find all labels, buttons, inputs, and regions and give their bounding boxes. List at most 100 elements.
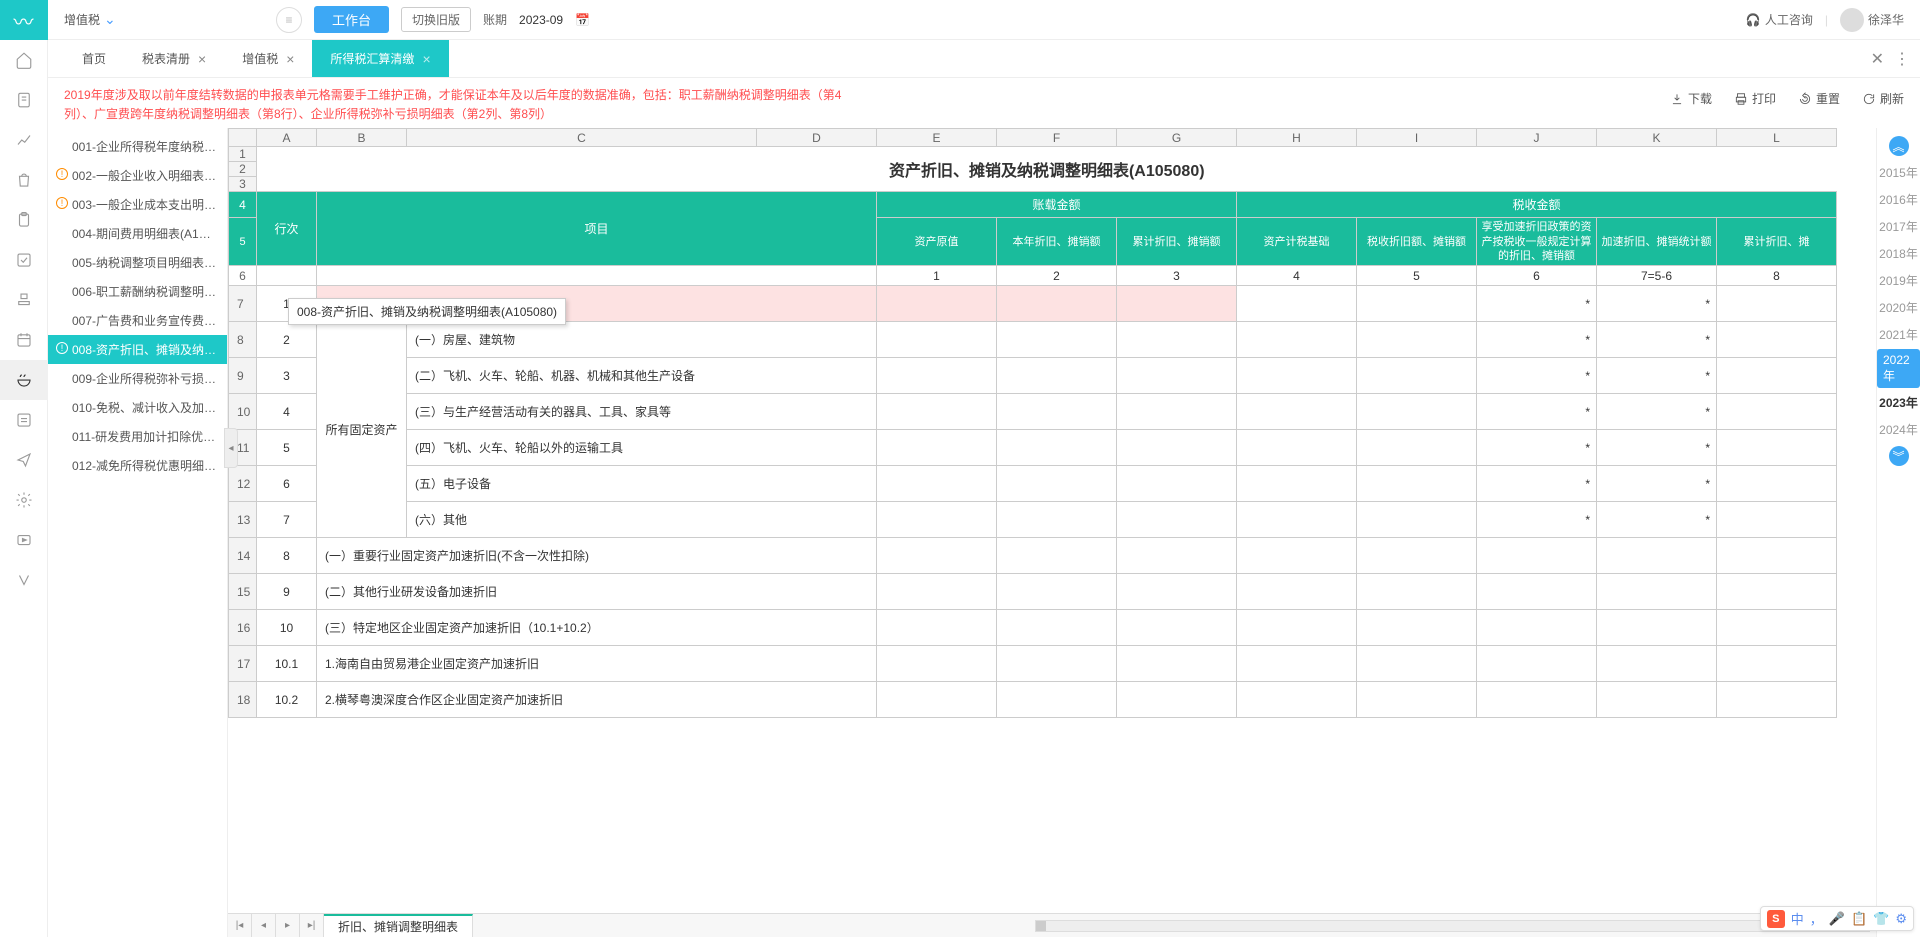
- cell[interactable]: [877, 466, 997, 502]
- ime-item[interactable]: 📋: [1851, 911, 1867, 927]
- cell[interactable]: *: [1597, 430, 1717, 466]
- tree-node[interactable]: 006-职工薪酬纳税调整明细...: [48, 277, 227, 306]
- cell[interactable]: [877, 394, 997, 430]
- cell[interactable]: 资产计税基础: [1237, 218, 1357, 266]
- tab-close-icon[interactable]: ×: [286, 51, 294, 67]
- cell[interactable]: [1357, 502, 1477, 538]
- cell[interactable]: [1717, 610, 1837, 646]
- cell[interactable]: 加速折旧、摊销统计额: [1597, 218, 1717, 266]
- cell[interactable]: *: [1477, 322, 1597, 358]
- year-item[interactable]: 2018年: [1877, 241, 1920, 266]
- cell[interactable]: (三）与生产经营活动有关的器具、工具、家具等: [407, 394, 877, 430]
- cell[interactable]: *: [1477, 358, 1597, 394]
- sheet-nav-first[interactable]: |◂: [228, 914, 252, 937]
- cell[interactable]: (三）特定地区企业固定资产加速折旧（10.1+10.2）: [317, 610, 877, 646]
- cell[interactable]: 5: [257, 430, 317, 466]
- cell[interactable]: [1477, 574, 1597, 610]
- cell[interactable]: (四）飞机、火车、轮船以外的运输工具: [407, 430, 877, 466]
- cell[interactable]: 4: [1237, 266, 1357, 286]
- tree-node[interactable]: !002-一般企业收入明细表(A1...: [48, 161, 227, 190]
- rail-clipboard-icon[interactable]: [0, 200, 48, 240]
- cell[interactable]: 2: [229, 162, 257, 177]
- rail-doc-icon[interactable]: [0, 80, 48, 120]
- cell[interactable]: 6: [257, 466, 317, 502]
- cell[interactable]: *: [1477, 502, 1597, 538]
- cell[interactable]: [997, 286, 1117, 322]
- cell[interactable]: [1357, 682, 1477, 718]
- cell[interactable]: 3: [257, 358, 317, 394]
- cell[interactable]: [1117, 538, 1237, 574]
- cell[interactable]: 享受加速折旧政策的资产按税收一般规定计算的折旧、摊销额: [1477, 218, 1597, 266]
- cell[interactable]: [877, 538, 997, 574]
- cell[interactable]: 14: [229, 538, 257, 574]
- download-button[interactable]: 下载: [1670, 90, 1712, 107]
- year-item[interactable]: 2021年: [1877, 322, 1920, 347]
- cell[interactable]: [317, 266, 877, 286]
- cell[interactable]: 6: [229, 266, 257, 286]
- year-down[interactable]: ︾: [1889, 446, 1909, 466]
- cell[interactable]: 累计折旧、摊: [1717, 218, 1837, 266]
- cell[interactable]: [1717, 358, 1837, 394]
- cell[interactable]: [997, 574, 1117, 610]
- cell[interactable]: [1357, 286, 1477, 322]
- cell[interactable]: [1237, 394, 1357, 430]
- cell[interactable]: 13: [229, 502, 257, 538]
- rail-transfer-icon[interactable]: [0, 400, 48, 440]
- cell[interactable]: 税收折旧额、摊销额: [1357, 218, 1477, 266]
- tree-node[interactable]: !008-资产折旧、摊销及纳税...: [48, 335, 227, 364]
- sheet-nav-last[interactable]: ▸|: [300, 914, 324, 937]
- ime-toolbar[interactable]: S 中 ， 🎤 📋 👕 ⚙: [1760, 906, 1914, 931]
- calendar-icon[interactable]: 📅: [575, 13, 590, 27]
- cell[interactable]: [1117, 466, 1237, 502]
- cell[interactable]: [1357, 322, 1477, 358]
- cell[interactable]: [997, 322, 1117, 358]
- cell[interactable]: *: [1477, 430, 1597, 466]
- rail-v-icon[interactable]: [0, 560, 48, 600]
- cell[interactable]: 资产原值: [877, 218, 997, 266]
- year-item[interactable]: 2023年: [1877, 390, 1920, 415]
- cell[interactable]: [997, 466, 1117, 502]
- year-item[interactable]: 2015年: [1877, 160, 1920, 185]
- cell[interactable]: [1717, 682, 1837, 718]
- cell[interactable]: 税收金额: [1237, 192, 1837, 218]
- cell[interactable]: [877, 322, 997, 358]
- cell[interactable]: 10: [229, 394, 257, 430]
- cell[interactable]: [1357, 430, 1477, 466]
- cell[interactable]: 2.横琴粤澳深度合作区企业固定资产加速折旧: [317, 682, 877, 718]
- year-item[interactable]: 2017年: [1877, 214, 1920, 239]
- cell[interactable]: [1237, 646, 1357, 682]
- tab-close-icon[interactable]: ×: [198, 51, 206, 67]
- cell[interactable]: [1717, 286, 1837, 322]
- cell[interactable]: [1357, 466, 1477, 502]
- rail-home-icon[interactable]: [0, 40, 48, 80]
- cell[interactable]: 9: [229, 358, 257, 394]
- rail-calendar-icon[interactable]: [0, 320, 48, 360]
- print-button[interactable]: 打印: [1734, 90, 1776, 107]
- cell[interactable]: [1717, 646, 1837, 682]
- year-item[interactable]: 2020年: [1877, 295, 1920, 320]
- year-item[interactable]: 2022年: [1877, 349, 1920, 388]
- cell[interactable]: [1597, 646, 1717, 682]
- cell[interactable]: [1717, 430, 1837, 466]
- cell[interactable]: 6: [1477, 266, 1597, 286]
- cell[interactable]: [997, 610, 1117, 646]
- ime-item[interactable]: 👕: [1873, 911, 1889, 927]
- ime-item[interactable]: ，: [1810, 909, 1823, 928]
- cell[interactable]: *: [1477, 466, 1597, 502]
- cell[interactable]: 1: [877, 266, 997, 286]
- cell[interactable]: [997, 646, 1117, 682]
- cell[interactable]: [1717, 574, 1837, 610]
- cell[interactable]: 累计折旧、摊销额: [1117, 218, 1237, 266]
- cell[interactable]: 17: [229, 646, 257, 682]
- cell[interactable]: (五）电子设备: [407, 466, 877, 502]
- cell[interactable]: (一）重要行业固定资产加速折旧(不含一次性扣除): [317, 538, 877, 574]
- cell[interactable]: 1.海南自由贸易港企业固定资产加速折旧: [317, 646, 877, 682]
- cell[interactable]: [1237, 358, 1357, 394]
- cell[interactable]: [1717, 394, 1837, 430]
- cell[interactable]: [877, 286, 997, 322]
- cell[interactable]: [1717, 538, 1837, 574]
- tree-node[interactable]: 011-研发费用加计扣除优惠...: [48, 422, 227, 451]
- cell[interactable]: *: [1597, 286, 1717, 322]
- cell[interactable]: [1237, 574, 1357, 610]
- cell[interactable]: [877, 610, 997, 646]
